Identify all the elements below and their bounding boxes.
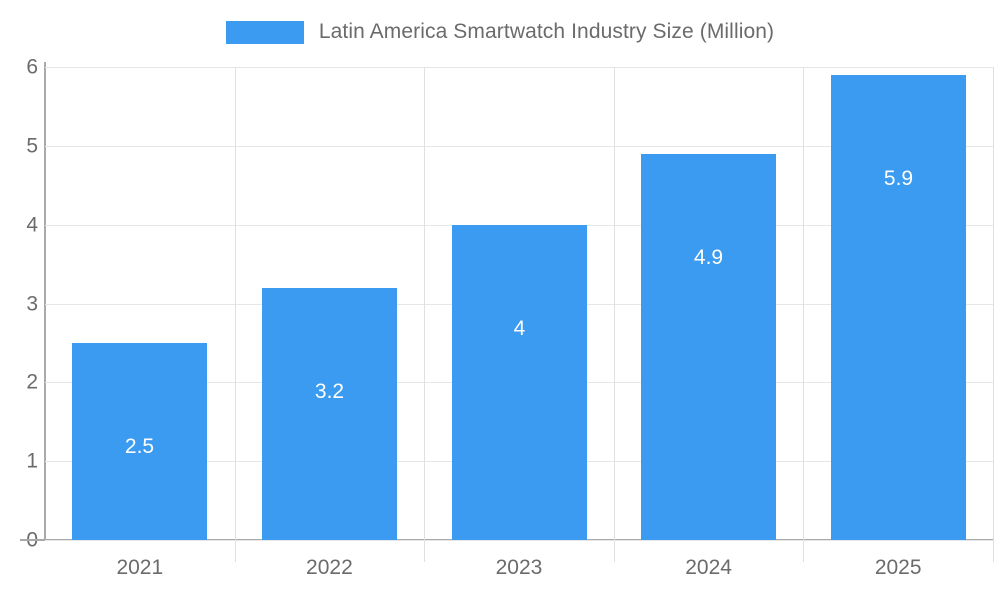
vertical-gridline xyxy=(235,67,236,562)
y-axis-tick-labels: 0123456 xyxy=(0,0,38,600)
x-axis-tick-label: 2021 xyxy=(116,556,164,579)
legend-item-label[interactable]: Latin America Smartwatch Industry Size (… xyxy=(318,20,775,43)
bar-value-label: 4 xyxy=(513,316,526,340)
vertical-gridline xyxy=(614,67,615,562)
y-axis-tick-label: 1 xyxy=(26,449,38,473)
y-axis-line xyxy=(44,62,46,541)
horizontal-gridline xyxy=(45,67,993,68)
bar-value-label: 2.5 xyxy=(124,434,155,458)
bar-value-label: 4.9 xyxy=(693,245,724,269)
bar[interactable]: 4 xyxy=(452,224,587,540)
chart-legend: Latin America Smartwatch Industry Size (… xyxy=(0,14,1000,50)
bar-value-label: 3.2 xyxy=(314,379,345,403)
y-axis-tick-label: 2 xyxy=(26,370,38,394)
bar[interactable]: 3.2 xyxy=(262,287,397,540)
vertical-gridline xyxy=(993,67,994,562)
x-axis-tick-label: 2024 xyxy=(685,556,732,579)
bar[interactable]: 4.9 xyxy=(641,153,776,540)
vertical-gridline xyxy=(424,67,425,562)
horizontal-gridline xyxy=(45,540,993,541)
plot-area: 2.5 3.2 4 4.9 5.9 xyxy=(45,67,994,562)
bar[interactable]: 5.9 xyxy=(831,74,966,540)
bar-value-label: 5.9 xyxy=(883,166,914,190)
horizontal-gridline xyxy=(45,145,993,147)
bar[interactable]: 2.5 xyxy=(72,342,207,540)
y-axis-tick-label: 4 xyxy=(26,213,38,237)
x-axis-tick-label: 2022 xyxy=(306,556,353,579)
legend-color-swatch[interactable] xyxy=(225,20,304,44)
y-axis-tick-label: 3 xyxy=(26,292,38,315)
y-axis-tick-label: 6 xyxy=(26,55,38,79)
x-axis-tick-label: 2023 xyxy=(495,556,543,579)
vertical-gridline xyxy=(803,67,804,562)
x-axis-tick-label: 2025 xyxy=(874,556,922,579)
y-axis-tick-label: 5 xyxy=(26,134,38,158)
